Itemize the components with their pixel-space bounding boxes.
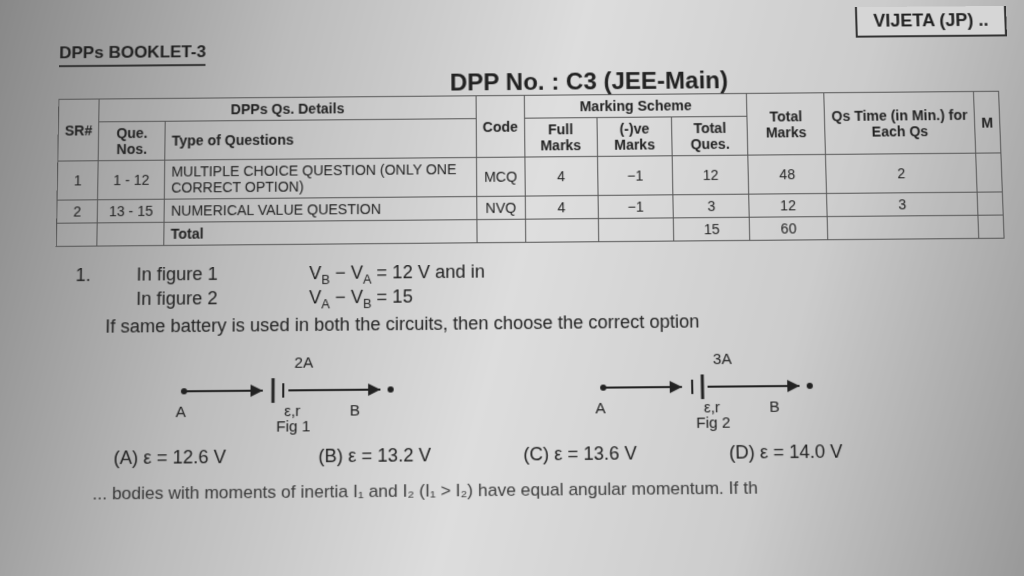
col-qtime: Qs Time (in Min.) for Each Qs [824,91,976,154]
booklet-label: DPPs BOOKLET-3 [59,42,206,67]
col-sr: SR# [58,99,100,161]
cut-off-text: ... bodies with moments of inertia I₁ an… [92,476,1014,505]
option-d: (D) ε = 14.0 V [729,441,843,464]
col-full: Full Marks [524,118,597,157]
col-code: Code [476,95,525,157]
question-1: 1. In figure 1 VB − VA = 12 V and in In … [52,257,1013,470]
group-details: DPPs Qs. Details [99,96,476,122]
option-b: (B) ε = 13.2 V [318,445,431,468]
col-totq: Total Ques. [672,116,748,155]
col-type: Type of Questions [165,119,476,161]
col-que: Que. Nos. [98,121,165,160]
q-line2a: In figure 2 [136,287,279,312]
col-totm: Total Marks [747,93,826,155]
option-a: (A) ε = 12.6 V [113,447,226,470]
group-marking: Marking Scheme [524,93,747,118]
col-m: M [974,91,1001,153]
q-line2b: VA − VB = 15 [309,286,413,311]
figure-1: 2A A ε,r B [175,354,411,437]
q-line1a: In figure 1 [136,263,278,288]
dpp-table: SR# DPPs Qs. Details Code Marking Scheme… [56,91,1005,247]
q-line1b: VB − VA = 12 V and in [309,261,485,286]
vijeta-label: VIJETA (JP) .. [855,6,1007,38]
option-c: (C) ε = 13.6 V [523,443,637,466]
options-row: (A) ε = 12.6 V (B) ε = 13.2 V (C) ε = 13… [113,440,1013,470]
q-line3: If same battery is used in both the circ… [105,309,1008,338]
figure-2: 3A A ε,r B [595,350,832,433]
col-neg: (-)ve Marks [597,117,673,156]
question-number: 1. [75,265,106,289]
